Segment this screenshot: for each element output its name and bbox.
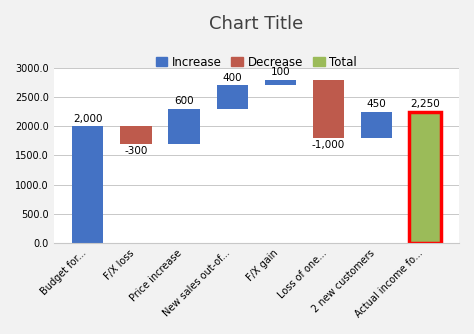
- Bar: [313, 79, 344, 138]
- Text: 2,000: 2,000: [73, 114, 102, 124]
- Title: Chart Title: Chart Title: [209, 15, 303, 33]
- Text: 400: 400: [222, 73, 242, 83]
- Legend: Increase, Decrease, Total: Increase, Decrease, Total: [151, 51, 362, 73]
- Bar: [409, 112, 440, 243]
- Bar: [265, 79, 296, 86]
- Bar: [361, 112, 392, 138]
- Bar: [72, 126, 103, 243]
- Bar: [168, 109, 200, 144]
- Text: 450: 450: [367, 99, 387, 109]
- Text: -300: -300: [124, 146, 148, 156]
- Bar: [217, 86, 248, 109]
- Text: 100: 100: [271, 67, 290, 77]
- Bar: [120, 126, 152, 144]
- Text: -1,000: -1,000: [312, 140, 345, 150]
- Text: 2,250: 2,250: [410, 99, 440, 109]
- Text: 600: 600: [174, 97, 194, 106]
